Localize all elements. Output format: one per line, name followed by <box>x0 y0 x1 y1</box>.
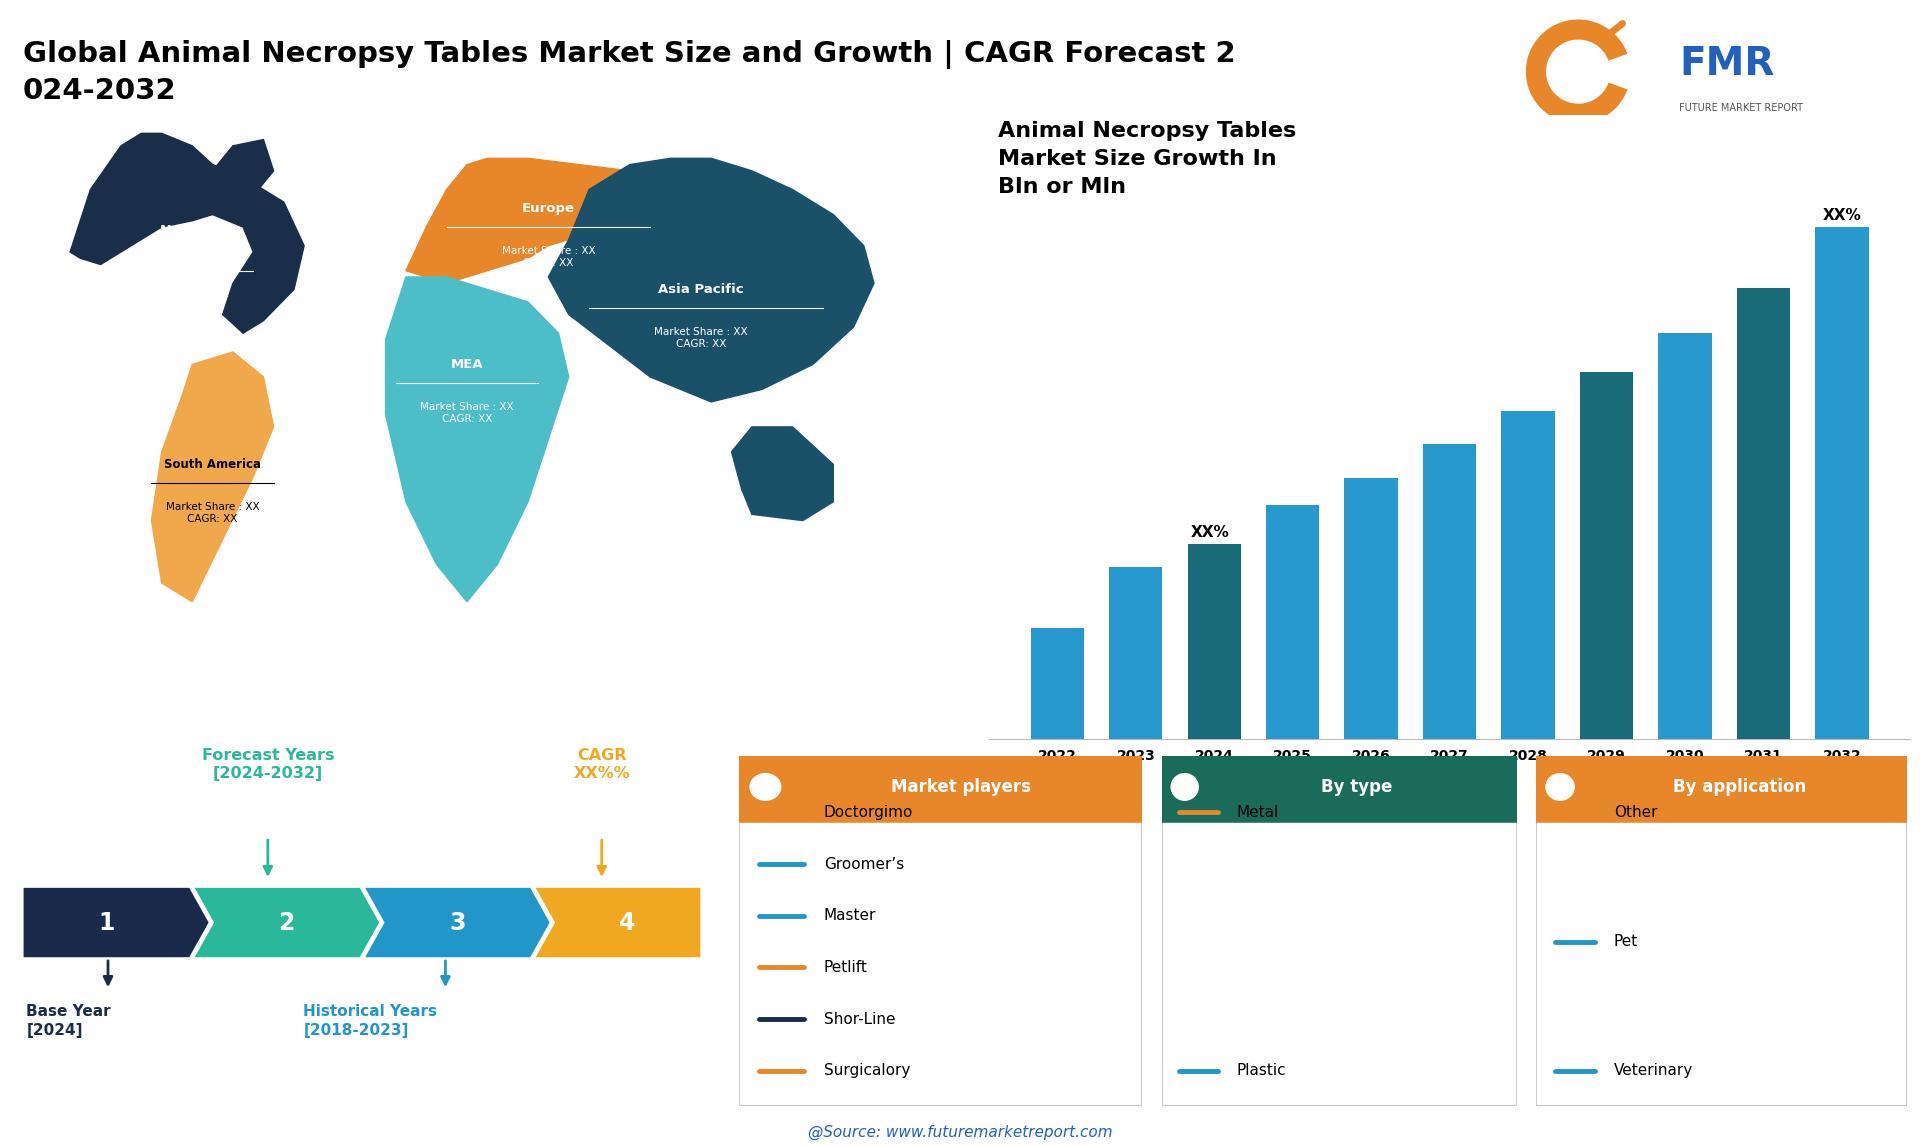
Text: South America: South America <box>163 458 261 471</box>
Text: Market Share : XX
CAGR: XX: Market Share : XX CAGR: XX <box>420 402 515 424</box>
Text: Global Animal Necropsy Tables Market Size and Growth | CAGR Forecast 2
024-2032: Global Animal Necropsy Tables Market Siz… <box>23 40 1236 104</box>
Text: North
America: North America <box>150 225 213 254</box>
Polygon shape <box>202 140 275 196</box>
Text: CAGR
XX%%: CAGR XX%% <box>574 748 630 782</box>
Text: @Source: www.futuremarketreport.com: @Source: www.futuremarketreport.com <box>808 1125 1112 1140</box>
Text: Market Share : XX
CAGR: XX: Market Share : XX CAGR: XX <box>165 502 259 524</box>
Text: Doctorgimo: Doctorgimo <box>824 804 914 819</box>
Bar <box>1580 372 1634 739</box>
Polygon shape <box>549 158 874 402</box>
Bar <box>1031 628 1085 739</box>
Polygon shape <box>71 133 303 333</box>
Polygon shape <box>386 277 568 602</box>
Text: Market Share : XX
CAGR: XX: Market Share : XX CAGR: XX <box>134 290 228 312</box>
Text: FUTURE MARKET REPORT: FUTURE MARKET REPORT <box>1678 103 1803 112</box>
Circle shape <box>1546 774 1574 800</box>
Text: Master: Master <box>824 909 876 924</box>
Bar <box>1265 505 1319 739</box>
Text: Metal: Metal <box>1236 804 1279 819</box>
Bar <box>1188 544 1240 739</box>
Text: Historical Years
[2018-2023]: Historical Years [2018-2023] <box>303 1004 438 1038</box>
Bar <box>1501 411 1555 739</box>
Text: Other: Other <box>1615 804 1657 819</box>
Text: By type: By type <box>1321 778 1392 796</box>
Text: By application: By application <box>1672 778 1807 796</box>
FancyBboxPatch shape <box>1536 821 1907 1106</box>
Text: Petlift: Petlift <box>824 960 868 975</box>
Polygon shape <box>194 887 380 958</box>
Text: Market Share : XX
CAGR: XX: Market Share : XX CAGR: XX <box>655 327 747 350</box>
Text: Surgicalory: Surgicalory <box>824 1063 910 1078</box>
Text: XX%: XX% <box>1822 207 1860 222</box>
FancyBboxPatch shape <box>733 751 1148 823</box>
Text: XX%: XX% <box>1190 525 1229 540</box>
Bar <box>1814 227 1868 739</box>
Text: FMR: FMR <box>1678 45 1774 83</box>
Text: Base Year
[2024]: Base Year [2024] <box>27 1004 111 1038</box>
Polygon shape <box>732 426 833 520</box>
Polygon shape <box>363 887 551 958</box>
Text: MEA: MEA <box>451 358 484 371</box>
Text: 3: 3 <box>449 911 465 934</box>
Circle shape <box>751 774 781 800</box>
FancyBboxPatch shape <box>1530 751 1912 823</box>
Circle shape <box>1171 774 1198 800</box>
Text: Veterinary: Veterinary <box>1615 1063 1693 1078</box>
Text: Animal Necropsy Tables
Market Size Growth In
Bln or Mln: Animal Necropsy Tables Market Size Growt… <box>998 120 1296 197</box>
Text: Europe: Europe <box>522 202 574 214</box>
Bar <box>1344 478 1398 739</box>
Bar <box>1659 333 1711 739</box>
Text: Market Share : XX
CAGR: XX: Market Share : XX CAGR: XX <box>501 245 595 268</box>
Bar <box>1738 289 1789 739</box>
Text: Asia Pacific: Asia Pacific <box>659 283 743 296</box>
Text: Groomer’s: Groomer’s <box>824 856 904 871</box>
Text: Plastic: Plastic <box>1236 1063 1286 1078</box>
Polygon shape <box>405 158 753 290</box>
FancyBboxPatch shape <box>1156 751 1523 823</box>
Text: Forecast Years
[2024-2032]: Forecast Years [2024-2032] <box>202 748 334 782</box>
Wedge shape <box>1526 19 1628 124</box>
Polygon shape <box>534 887 701 958</box>
Text: Shor-Line: Shor-Line <box>824 1012 895 1027</box>
Text: Market players: Market players <box>891 778 1031 796</box>
FancyBboxPatch shape <box>1162 821 1517 1106</box>
Text: Pet: Pet <box>1615 934 1638 949</box>
Bar <box>1423 445 1476 739</box>
Text: 4: 4 <box>620 911 636 934</box>
Bar <box>1110 566 1162 739</box>
FancyBboxPatch shape <box>739 821 1142 1106</box>
Text: 2: 2 <box>278 911 296 934</box>
Polygon shape <box>23 887 209 958</box>
Polygon shape <box>152 352 275 602</box>
Text: 1: 1 <box>98 911 115 934</box>
